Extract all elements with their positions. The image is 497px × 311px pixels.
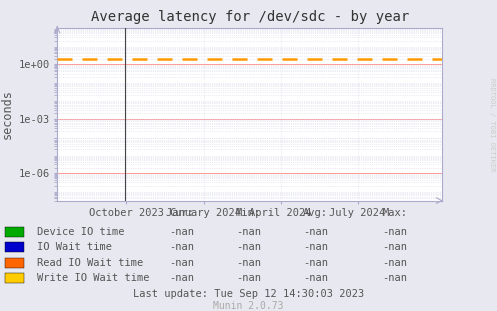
Text: -nan: -nan xyxy=(303,242,328,252)
Text: -nan: -nan xyxy=(303,227,328,237)
Text: Avg:: Avg: xyxy=(303,208,328,218)
Text: Write IO Wait time: Write IO Wait time xyxy=(37,273,150,283)
Text: -nan: -nan xyxy=(169,242,194,252)
Text: -nan: -nan xyxy=(383,258,408,268)
Text: -nan: -nan xyxy=(236,242,261,252)
Text: Max:: Max: xyxy=(383,208,408,218)
Text: -nan: -nan xyxy=(383,227,408,237)
Text: Read IO Wait time: Read IO Wait time xyxy=(37,258,144,268)
Text: -nan: -nan xyxy=(236,227,261,237)
Text: -nan: -nan xyxy=(303,273,328,283)
Text: IO Wait time: IO Wait time xyxy=(37,242,112,252)
Text: Cur:: Cur: xyxy=(169,208,194,218)
Text: -nan: -nan xyxy=(383,242,408,252)
Text: -nan: -nan xyxy=(303,258,328,268)
Text: -nan: -nan xyxy=(169,227,194,237)
Text: -nan: -nan xyxy=(383,273,408,283)
Text: RRDTOOL / TOBI OETIKER: RRDTOOL / TOBI OETIKER xyxy=(489,78,495,171)
Text: Munin 2.0.73: Munin 2.0.73 xyxy=(213,301,284,311)
Text: -nan: -nan xyxy=(169,273,194,283)
Text: -nan: -nan xyxy=(236,258,261,268)
Text: Device IO time: Device IO time xyxy=(37,227,125,237)
Y-axis label: seconds: seconds xyxy=(1,89,14,139)
Text: -nan: -nan xyxy=(169,258,194,268)
Text: Last update: Tue Sep 12 14:30:03 2023: Last update: Tue Sep 12 14:30:03 2023 xyxy=(133,289,364,299)
Text: Min:: Min: xyxy=(236,208,261,218)
Text: -nan: -nan xyxy=(236,273,261,283)
Title: Average latency for /dev/sdc - by year: Average latency for /dev/sdc - by year xyxy=(90,10,409,24)
